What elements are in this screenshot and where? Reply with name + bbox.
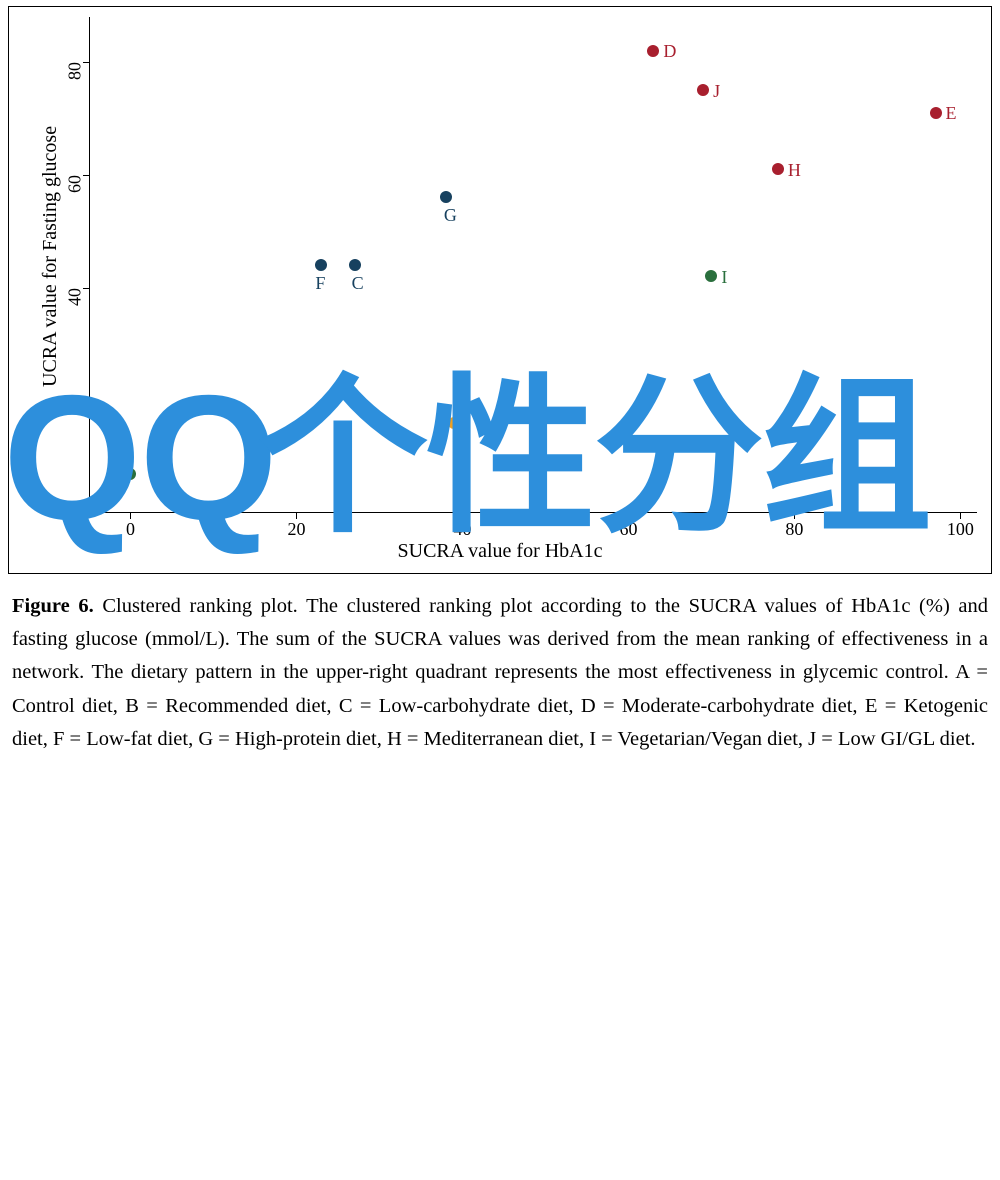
scatter-point-f — [315, 259, 327, 271]
scatter-point-a — [124, 468, 136, 480]
scatter-point-i — [705, 270, 717, 282]
caption-body: Clustered ranking plot. The clustered ra… — [12, 595, 988, 750]
scatter-point-d — [647, 45, 659, 57]
scatter-label-g: G — [444, 205, 457, 226]
plot-area: 020406080100406080CDEFGHIJ — [89, 17, 977, 513]
x-tick-label: 0 — [126, 519, 135, 540]
scatter-label-j: J — [713, 81, 720, 102]
scatter-label-c: C — [352, 273, 364, 294]
x-tick-label: 100 — [947, 519, 974, 540]
x-tick-label: 60 — [619, 519, 637, 540]
scatter-point-b — [448, 417, 460, 429]
scatter-point-h — [772, 163, 784, 175]
x-axis — [89, 512, 977, 513]
x-tick-label: 20 — [287, 519, 305, 540]
scatter-label-e: E — [946, 103, 957, 124]
x-tick-label: 40 — [453, 519, 471, 540]
x-axis-label: SUCRA value for HbA1c — [398, 540, 603, 563]
scatter-point-c — [349, 259, 361, 271]
scatter-label-d: D — [663, 41, 676, 62]
chart-frame: UCRA value for Fasting glucose SUCRA val… — [8, 6, 992, 574]
scatter-point-g — [440, 191, 452, 203]
scatter-point-j — [697, 84, 709, 96]
y-tick-label: 80 — [65, 62, 86, 954]
scatter-label-h: H — [788, 160, 801, 181]
scatter-point-e — [930, 107, 942, 119]
x-tick-label: 80 — [785, 519, 803, 540]
y-axis — [89, 17, 90, 513]
figure-caption: Figure 6. Clustered ranking plot. The cl… — [0, 590, 1000, 774]
scatter-label-i: I — [721, 267, 727, 288]
y-axis-label: UCRA value for Fasting glucose — [39, 126, 62, 387]
scatter-label-f: F — [315, 273, 325, 294]
